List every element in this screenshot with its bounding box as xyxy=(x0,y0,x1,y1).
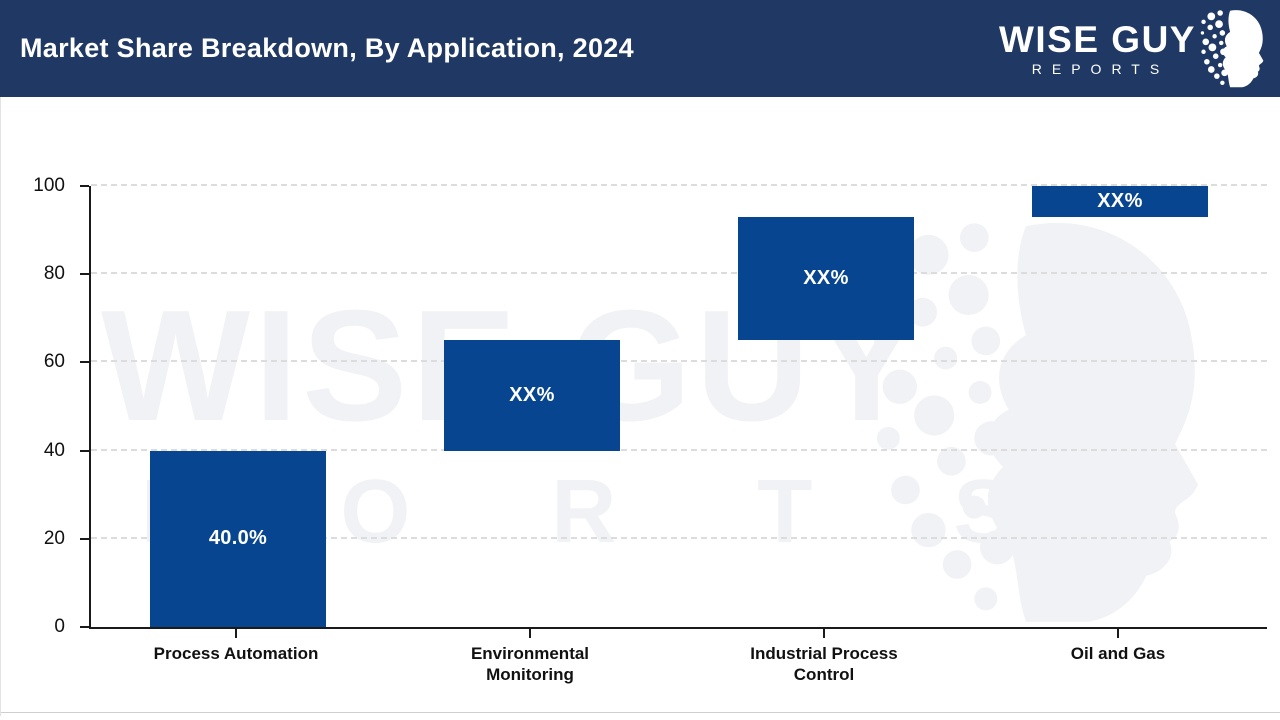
x-tick-mark xyxy=(1117,629,1119,638)
chart-canvas: WISE GUY P O R T S 40.0% XX% XX% XX% 0 20 40 6… xyxy=(0,97,1280,716)
x-category-label: Environmental Monitoring xyxy=(470,644,590,685)
gridline xyxy=(91,272,1267,275)
y-axis: 0 20 40 60 80 100 xyxy=(1,175,89,637)
x-category-label: Process Automation xyxy=(153,644,319,663)
bar-value-label: XX% xyxy=(1097,189,1143,212)
bar: 40.0% xyxy=(149,450,327,627)
bar-value-label: XX% xyxy=(509,383,555,406)
y-tick-mark xyxy=(80,449,89,452)
x-category-label: Industrial Process Control xyxy=(750,644,898,685)
plot-area: 40.0% XX% XX% XX% xyxy=(89,184,1267,629)
y-tick-label: 20 xyxy=(43,527,65,549)
x-tick-mark xyxy=(235,629,237,638)
gridline xyxy=(91,536,1267,539)
bar-value-label: XX% xyxy=(803,267,849,290)
gridline xyxy=(91,360,1267,363)
y-tick-mark xyxy=(80,537,89,540)
y-tick-label: 100 xyxy=(33,175,65,196)
y-tick-label: 40 xyxy=(43,439,65,461)
y-tick-mark xyxy=(80,273,89,276)
x-category-label: Oil and Gas xyxy=(1070,644,1166,663)
x-tick-mark xyxy=(529,629,531,638)
x-tick-mark xyxy=(823,629,825,638)
y-tick-mark xyxy=(80,361,89,364)
logo-subtext: REPORTS xyxy=(1031,61,1170,77)
bottom-divider xyxy=(1,712,1280,713)
y-tick-label: 60 xyxy=(43,351,65,373)
y-tick-label: 80 xyxy=(43,263,65,285)
logo-wordmark: WISE GUY xyxy=(998,19,1196,60)
chart-title: Market Share Breakdown, By Application, … xyxy=(20,33,634,63)
y-tick-label: 0 xyxy=(54,616,65,637)
bar: XX% xyxy=(737,216,915,341)
bar: XX% xyxy=(443,340,621,451)
bar: XX% xyxy=(1031,186,1209,217)
gridline xyxy=(91,448,1267,451)
wise-guy-logo: WISE GUY REPORTS xyxy=(999,7,1270,91)
x-axis: Process Automation Environmental Monitori… xyxy=(89,629,1265,709)
y-tick-mark xyxy=(80,626,89,628)
bar-value-label: 40.0% xyxy=(208,527,268,550)
logo-head-icon xyxy=(1200,9,1264,87)
gridline xyxy=(91,184,1267,186)
y-tick-mark xyxy=(80,185,89,187)
header-bar: Market Share Breakdown, By Application, … xyxy=(0,0,1280,97)
